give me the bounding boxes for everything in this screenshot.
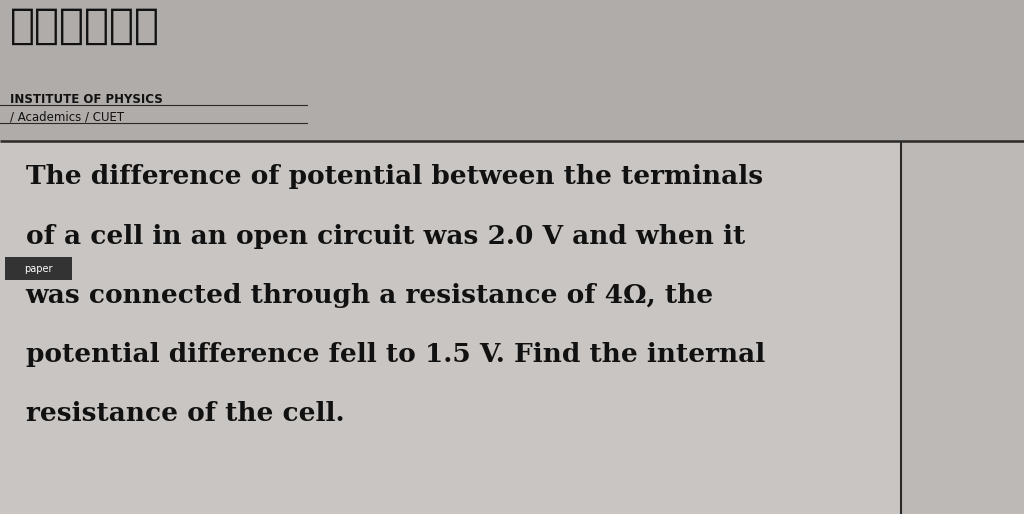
FancyBboxPatch shape xyxy=(0,0,1024,141)
FancyBboxPatch shape xyxy=(901,141,1024,514)
Text: potential difference fell to 1.5 V. Find the internal: potential difference fell to 1.5 V. Find… xyxy=(26,342,765,367)
Text: of a cell in an open circuit was 2.0 V and when it: of a cell in an open circuit was 2.0 V a… xyxy=(26,224,744,249)
FancyBboxPatch shape xyxy=(5,257,72,280)
Text: / Academics / CUET: / Academics / CUET xyxy=(10,111,124,123)
Text: resistance of the cell.: resistance of the cell. xyxy=(26,401,344,426)
Text: was connected through a resistance of 4Ω, the: was connected through a resistance of 4Ω… xyxy=(26,283,714,308)
Text: The difference of potential between the terminals: The difference of potential between the … xyxy=(26,164,763,190)
Text: paper: paper xyxy=(25,264,52,273)
Text: INSTITUTE OF PHYSICS: INSTITUTE OF PHYSICS xyxy=(10,93,163,105)
FancyBboxPatch shape xyxy=(0,141,901,514)
Text: भारतीय: भारतीय xyxy=(10,5,160,47)
